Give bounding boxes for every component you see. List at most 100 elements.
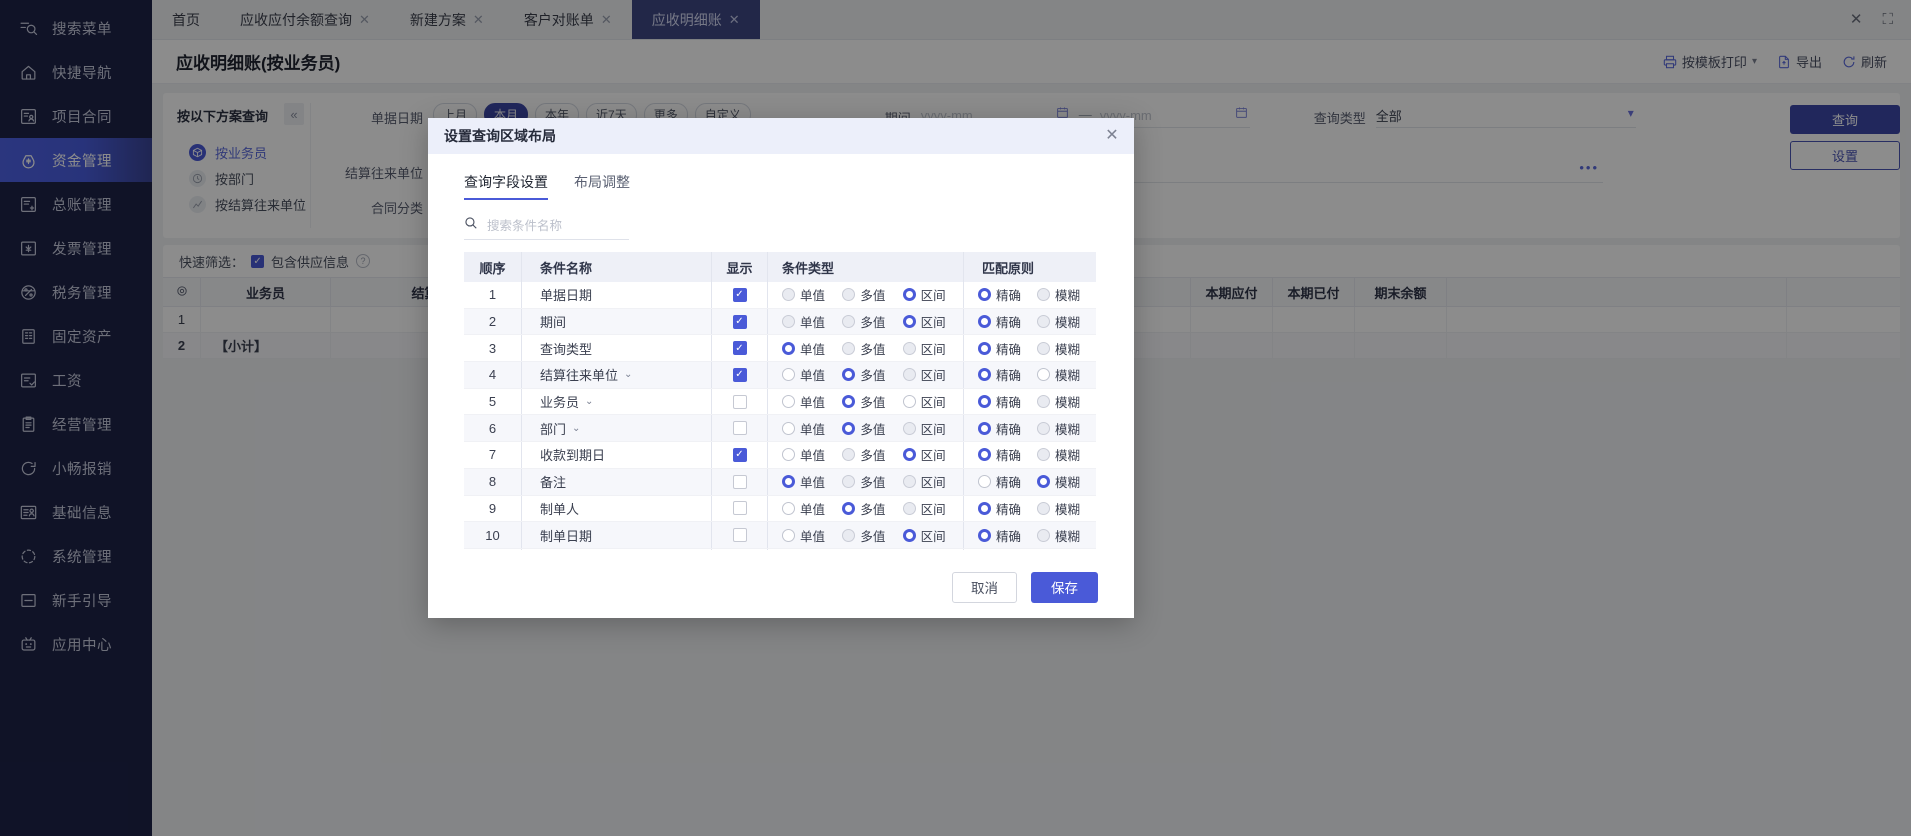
condition-search-input[interactable] <box>487 218 612 233</box>
type-radio-多值[interactable]: 多值 <box>842 392 902 411</box>
type-radio-区间[interactable]: 区间 <box>902 339 963 358</box>
tab-5[interactable]: 应收明细账 ✕ <box>631 0 760 39</box>
settings-button[interactable]: 设置 <box>1790 141 1900 170</box>
chevron-down-icon[interactable]: ▾ <box>1627 106 1634 120</box>
sidebar-item-11[interactable]: 小畅报销 <box>0 446 152 490</box>
sidebar-item-9[interactable]: 工资 <box>0 358 152 402</box>
contract-input[interactable]: ••• <box>1063 158 1603 183</box>
show-checkbox[interactable] <box>732 421 747 436</box>
rule-radio-模糊[interactable]: 模糊 <box>1037 472 1096 491</box>
cancel-button[interactable]: 取消 <box>952 571 1017 603</box>
type-radio-多值[interactable]: 多值 <box>842 285 902 304</box>
rule-radio-模糊[interactable]: 模糊 <box>1037 339 1096 358</box>
type-radio-多值[interactable]: 多值 <box>842 499 902 518</box>
dialog-tab-2[interactable]: 布局调整 <box>574 174 630 190</box>
refresh-button[interactable]: 刷新 <box>1842 52 1887 71</box>
condition-row[interactable]: 3 查询类型 ✓ 单值 多值 区间 精确 模糊 <box>464 335 1096 363</box>
type-radio-多值[interactable]: 多值 <box>842 445 902 464</box>
type-radio-多值[interactable]: 多值 <box>842 339 902 358</box>
chevron-down-icon[interactable]: ▾ <box>1751 56 1757 67</box>
show-checkbox[interactable]: ✓ <box>732 447 747 462</box>
type-radio-单值[interactable]: 单值 <box>782 472 842 491</box>
rule-radio-精确[interactable]: 精确 <box>978 392 1037 411</box>
collapse-panel-button[interactable]: « <box>284 103 304 125</box>
rule-radio-模糊[interactable]: 模糊 <box>1037 445 1096 464</box>
sidebar-item-15[interactable]: 应用中心 <box>0 622 152 666</box>
chevron-down-icon[interactable]: ⌄ <box>572 422 581 434</box>
include-supply-checkbox[interactable]: ✓ <box>251 254 265 268</box>
condition-search-box[interactable] <box>464 212 629 240</box>
scheme-item-2[interactable]: 按部门 <box>177 165 310 191</box>
window-close-icon[interactable]: ✕ <box>1849 11 1863 28</box>
type-radio-单值[interactable]: 单值 <box>782 392 842 411</box>
tab-close-icon[interactable]: ✕ <box>600 11 612 27</box>
type-radio-区间[interactable]: 区间 <box>902 526 963 545</box>
type-radio-单值[interactable]: 单值 <box>782 499 842 518</box>
condition-row[interactable]: 5 业务员 ⌄ 单值 多值 区间 精确 模糊 <box>464 388 1096 416</box>
show-checkbox[interactable]: ✓ <box>732 314 747 329</box>
more-options-icon[interactable]: ••• <box>1579 160 1599 175</box>
type-radio-单值[interactable]: 单值 <box>782 312 842 331</box>
rule-radio-精确[interactable]: 精确 <box>978 445 1037 464</box>
sidebar-item-2[interactable]: 快捷导航 <box>0 50 152 94</box>
dialog-tab-1[interactable]: 查询字段设置 <box>464 172 548 200</box>
scheme-item-3[interactable]: 按结算往来单位 <box>177 191 310 217</box>
tab-4[interactable]: 客户对账单 ✕ <box>504 0 632 39</box>
condition-row[interactable]: 2 期间 ✓ 单值 多值 区间 精确 模糊 <box>464 308 1096 336</box>
condition-row[interactable]: 1 单据日期 ✓ 单值 多值 区间 精确 模糊 <box>464 282 1096 309</box>
rule-radio-精确[interactable]: 精确 <box>978 312 1037 331</box>
type-radio-单值[interactable]: 单值 <box>782 526 842 545</box>
close-icon[interactable]: ✕ <box>1105 127 1119 144</box>
rule-radio-精确[interactable]: 精确 <box>978 339 1037 358</box>
type-radio-单值[interactable]: 单值 <box>782 339 842 358</box>
show-checkbox[interactable] <box>732 501 747 516</box>
scheme-item-1[interactable]: 按业务员 <box>177 139 310 165</box>
type-radio-区间[interactable]: 区间 <box>902 472 963 491</box>
type-radio-区间[interactable]: 区间 <box>902 365 963 384</box>
condition-row[interactable]: 8 备注 单值 多值 区间 精确 模糊 <box>464 468 1096 496</box>
sidebar-item-10[interactable]: 经营管理 <box>0 402 152 446</box>
condition-row[interactable]: 9 制单人 单值 多值 区间 精确 模糊 <box>464 495 1096 523</box>
tab-close-icon[interactable]: ✕ <box>359 11 370 27</box>
rule-radio-模糊[interactable]: 模糊 <box>1037 365 1096 384</box>
type-radio-区间[interactable]: 区间 <box>902 312 963 331</box>
type-radio-区间[interactable]: 区间 <box>902 392 963 411</box>
sidebar-item-14[interactable]: 新手引导 <box>0 578 152 622</box>
show-checkbox[interactable]: ✓ <box>732 287 747 302</box>
show-checkbox[interactable] <box>732 394 747 409</box>
column-settings-icon[interactable] <box>176 285 188 300</box>
rule-radio-精确[interactable]: 精确 <box>978 472 1037 491</box>
rule-radio-模糊[interactable]: 模糊 <box>1037 392 1096 411</box>
type-radio-多值[interactable]: 多值 <box>842 419 902 438</box>
sidebar-item-4[interactable]: 资金管理 <box>0 138 152 182</box>
type-radio-区间[interactable]: 区间 <box>902 419 963 438</box>
help-icon[interactable]: ? <box>356 254 371 268</box>
type-radio-单值[interactable]: 单值 <box>782 445 842 464</box>
chevron-down-icon[interactable]: ⌄ <box>624 369 633 381</box>
export-button[interactable]: 导出 <box>1777 52 1822 71</box>
rule-radio-模糊[interactable]: 模糊 <box>1037 499 1096 518</box>
sidebar-item-12[interactable]: 基础信息 <box>0 490 152 534</box>
rule-radio-精确[interactable]: 精确 <box>978 526 1037 545</box>
print-template-button[interactable]: 按模板打印 ▾ <box>1663 52 1757 71</box>
query-type-select[interactable]: 全部 ▾ <box>1375 103 1636 128</box>
condition-row[interactable]: 10 制单日期 单值 多值 区间 精确 模糊 <box>464 522 1096 549</box>
sidebar-item-13[interactable]: 系统管理 <box>0 534 152 578</box>
calendar-icon[interactable] <box>1235 106 1248 122</box>
calendar-icon[interactable] <box>1056 106 1069 122</box>
type-radio-单值[interactable]: 单值 <box>782 365 842 384</box>
type-radio-多值[interactable]: 多值 <box>842 526 902 545</box>
type-radio-区间[interactable]: 区间 <box>902 445 963 464</box>
rule-radio-模糊[interactable]: 模糊 <box>1037 526 1096 545</box>
condition-row[interactable]: 6 部门 ⌄ 单值 多值 区间 精确 模糊 <box>464 415 1096 443</box>
tab-1[interactable]: 首页 <box>152 0 220 39</box>
type-radio-多值[interactable]: 多值 <box>842 472 902 491</box>
tab-2[interactable]: 应收应付余额查询 ✕ <box>220 0 390 39</box>
rule-radio-精确[interactable]: 精确 <box>978 285 1037 304</box>
sidebar-item-1[interactable]: 搜索菜单 <box>0 6 152 50</box>
rule-radio-精确[interactable]: 精确 <box>978 365 1037 384</box>
tab-close-icon[interactable]: ✕ <box>472 11 484 27</box>
show-checkbox[interactable]: ✓ <box>732 341 747 356</box>
search-button[interactable]: 查询 <box>1790 105 1900 134</box>
